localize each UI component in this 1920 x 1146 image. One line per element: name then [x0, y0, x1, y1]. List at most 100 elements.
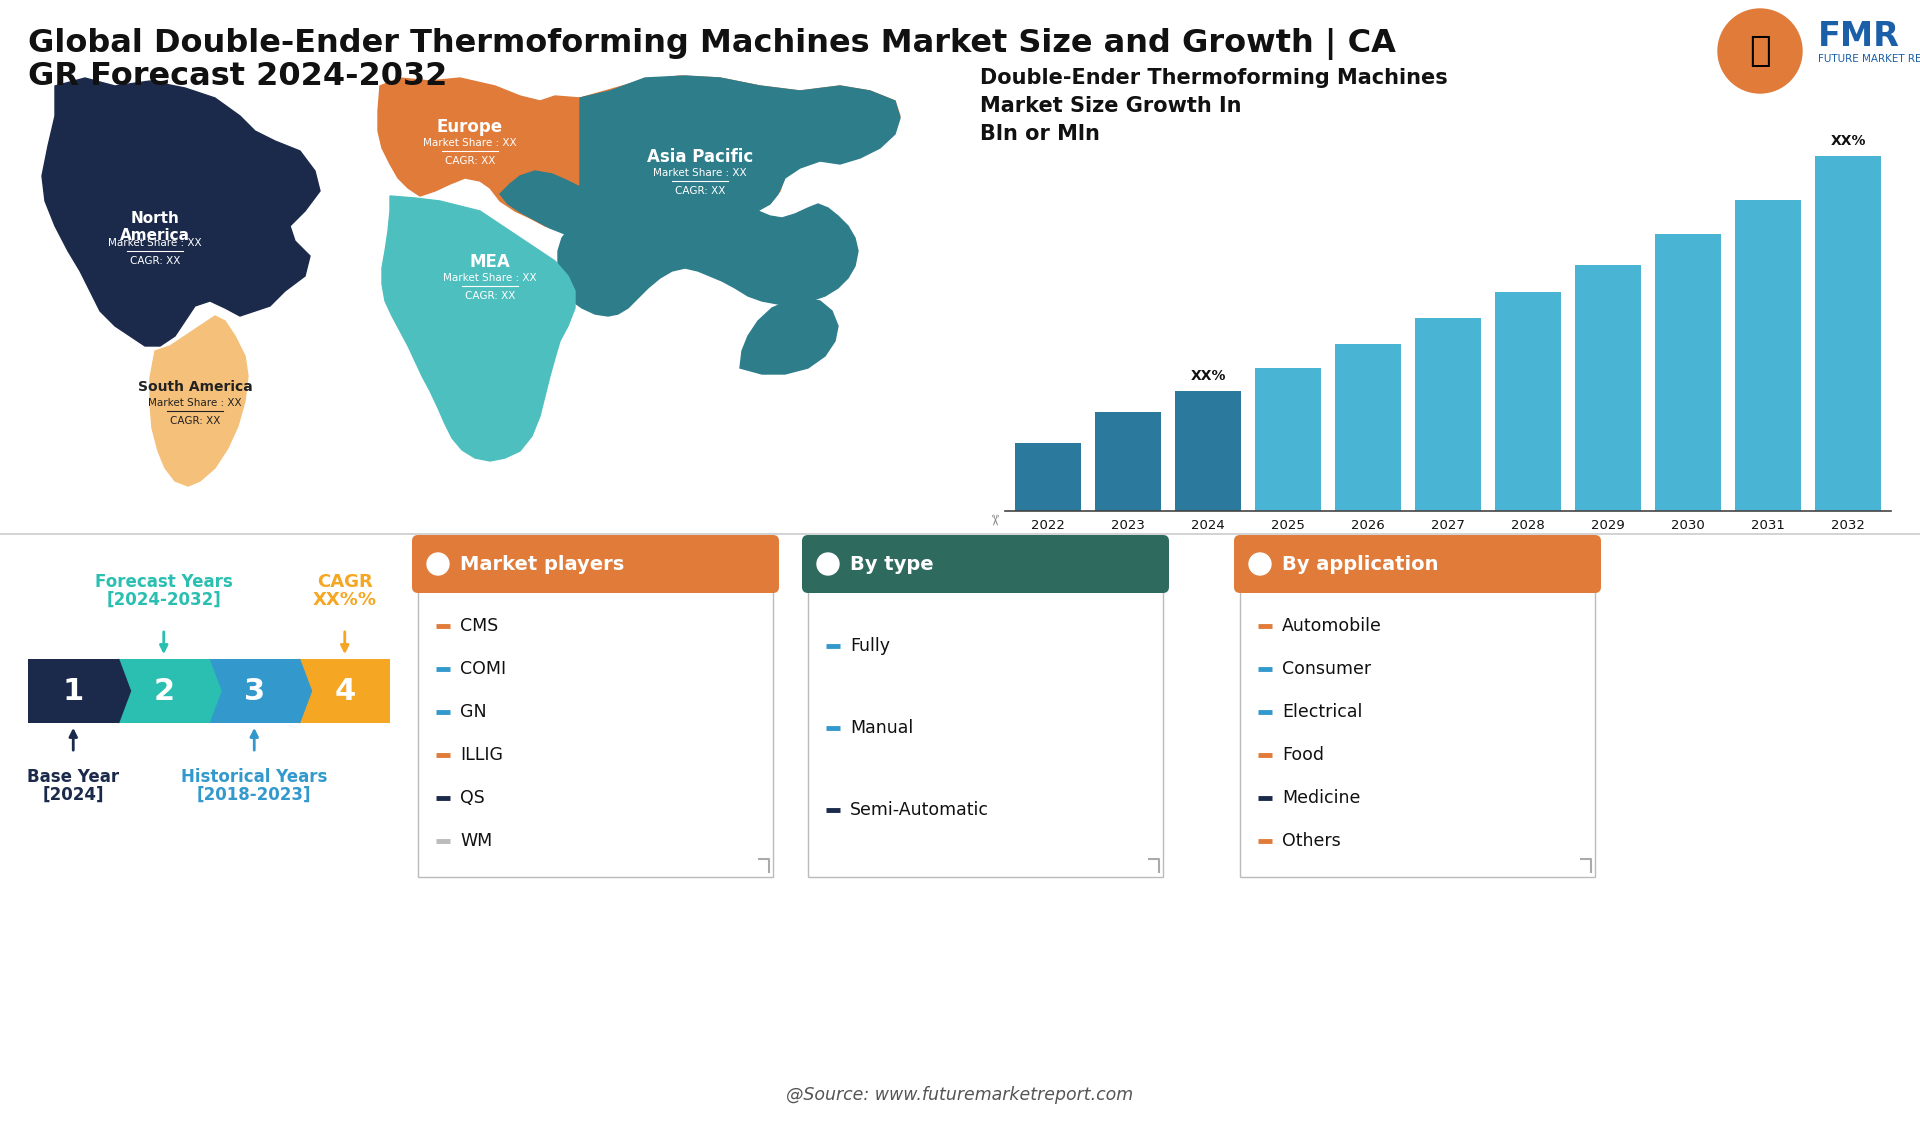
Text: CAGR: XX: CAGR: XX — [131, 256, 180, 266]
Text: [2024-2032]: [2024-2032] — [106, 591, 221, 609]
Text: 2031: 2031 — [1751, 519, 1786, 532]
Text: Manual: Manual — [851, 719, 914, 737]
Text: Consumer: Consumer — [1283, 660, 1371, 678]
Circle shape — [426, 554, 449, 575]
Polygon shape — [150, 316, 248, 486]
Text: 1: 1 — [63, 676, 84, 706]
Text: CMS: CMS — [461, 618, 499, 635]
Text: Base Year: Base Year — [27, 768, 119, 786]
Text: CAGR: XX: CAGR: XX — [674, 186, 726, 196]
Text: Market Share : XX: Market Share : XX — [148, 398, 242, 408]
Text: 2026: 2026 — [1352, 519, 1384, 532]
Text: Electrical: Electrical — [1283, 704, 1363, 721]
Text: Global Double-Ender Thermoforming Machines Market Size and Growth | CA: Global Double-Ender Thermoforming Machin… — [29, 28, 1396, 60]
FancyBboxPatch shape — [1094, 411, 1162, 511]
Polygon shape — [209, 659, 221, 723]
Text: Europe: Europe — [438, 118, 503, 136]
Text: Market Share : XX: Market Share : XX — [108, 238, 202, 248]
FancyBboxPatch shape — [1415, 319, 1480, 511]
Text: Asia Pacific: Asia Pacific — [647, 148, 753, 166]
Text: By application: By application — [1283, 555, 1438, 573]
FancyBboxPatch shape — [413, 535, 780, 592]
Text: Bln or Mln: Bln or Mln — [979, 124, 1100, 144]
Text: XX%: XX% — [1190, 369, 1225, 384]
Text: @Source: www.futuremarketreport.com: @Source: www.futuremarketreport.com — [787, 1086, 1133, 1104]
Text: 2024: 2024 — [1190, 519, 1225, 532]
Text: 🔦: 🔦 — [1749, 34, 1770, 68]
Text: North
America: North America — [119, 211, 190, 243]
Text: 2032: 2032 — [1832, 519, 1864, 532]
Text: Double-Ender Thermoforming Machines: Double-Ender Thermoforming Machines — [979, 68, 1448, 88]
Text: QS: QS — [461, 788, 484, 807]
FancyBboxPatch shape — [1736, 201, 1801, 511]
FancyBboxPatch shape — [209, 659, 300, 723]
Text: WM: WM — [461, 832, 492, 849]
Text: GR Forecast 2024-2032: GR Forecast 2024-2032 — [29, 61, 447, 92]
FancyBboxPatch shape — [1175, 392, 1240, 511]
Circle shape — [818, 554, 839, 575]
FancyBboxPatch shape — [803, 535, 1169, 592]
Text: Semi-Automatic: Semi-Automatic — [851, 801, 989, 818]
Text: ILLIG: ILLIG — [461, 746, 503, 764]
FancyBboxPatch shape — [1496, 292, 1561, 511]
FancyBboxPatch shape — [419, 587, 774, 877]
Text: 2025: 2025 — [1271, 519, 1306, 532]
Text: 2: 2 — [154, 676, 175, 706]
Text: [2024]: [2024] — [42, 786, 104, 804]
Text: 4: 4 — [334, 676, 355, 706]
FancyBboxPatch shape — [119, 659, 209, 723]
Text: Market Share : XX: Market Share : XX — [653, 168, 747, 178]
Text: Forecast Years: Forecast Years — [94, 573, 232, 591]
Text: FMR: FMR — [1818, 21, 1901, 54]
Text: Automobile: Automobile — [1283, 618, 1382, 635]
Text: 2030: 2030 — [1670, 519, 1705, 532]
Text: MEA: MEA — [470, 253, 511, 270]
FancyBboxPatch shape — [1334, 344, 1402, 511]
Text: CAGR: CAGR — [317, 573, 372, 591]
FancyBboxPatch shape — [1574, 265, 1642, 511]
Polygon shape — [739, 298, 837, 374]
Text: Medicine: Medicine — [1283, 788, 1361, 807]
Polygon shape — [119, 659, 131, 723]
Text: XX%%: XX%% — [313, 591, 376, 609]
FancyBboxPatch shape — [300, 659, 390, 723]
Text: 2023: 2023 — [1112, 519, 1144, 532]
Text: XX%: XX% — [1830, 134, 1866, 148]
Text: South America: South America — [138, 380, 252, 394]
Text: Fully: Fully — [851, 637, 891, 654]
Text: 2022: 2022 — [1031, 519, 1066, 532]
Polygon shape — [42, 78, 321, 346]
FancyBboxPatch shape — [1016, 442, 1081, 511]
Text: Market Size Growth In: Market Size Growth In — [979, 96, 1242, 116]
Text: 2027: 2027 — [1430, 519, 1465, 532]
Text: Others: Others — [1283, 832, 1340, 849]
Text: Market Share : XX: Market Share : XX — [422, 138, 516, 148]
Circle shape — [1250, 554, 1271, 575]
Text: COMI: COMI — [461, 660, 507, 678]
Text: [2018-2023]: [2018-2023] — [198, 786, 311, 804]
Polygon shape — [499, 76, 900, 316]
Text: 2028: 2028 — [1511, 519, 1546, 532]
FancyBboxPatch shape — [1240, 587, 1596, 877]
Polygon shape — [382, 196, 574, 461]
Text: ✂: ✂ — [985, 513, 1000, 526]
Text: CAGR: XX: CAGR: XX — [445, 156, 495, 166]
Text: By type: By type — [851, 555, 933, 573]
FancyBboxPatch shape — [1655, 234, 1720, 511]
Text: GN: GN — [461, 704, 486, 721]
FancyBboxPatch shape — [1256, 368, 1321, 511]
FancyBboxPatch shape — [29, 659, 119, 723]
Text: CAGR: XX: CAGR: XX — [465, 291, 515, 301]
Circle shape — [1718, 9, 1803, 93]
Text: 2029: 2029 — [1592, 519, 1624, 532]
Text: 3: 3 — [244, 676, 265, 706]
Polygon shape — [378, 76, 900, 238]
Text: CAGR: XX: CAGR: XX — [169, 416, 221, 426]
Text: Market Share : XX: Market Share : XX — [444, 273, 538, 283]
Text: FUTURE MARKET REPORT: FUTURE MARKET REPORT — [1818, 54, 1920, 64]
FancyBboxPatch shape — [1814, 156, 1882, 511]
FancyBboxPatch shape — [1235, 535, 1601, 592]
Text: Food: Food — [1283, 746, 1325, 764]
Text: Market players: Market players — [461, 555, 624, 573]
FancyBboxPatch shape — [808, 587, 1164, 877]
